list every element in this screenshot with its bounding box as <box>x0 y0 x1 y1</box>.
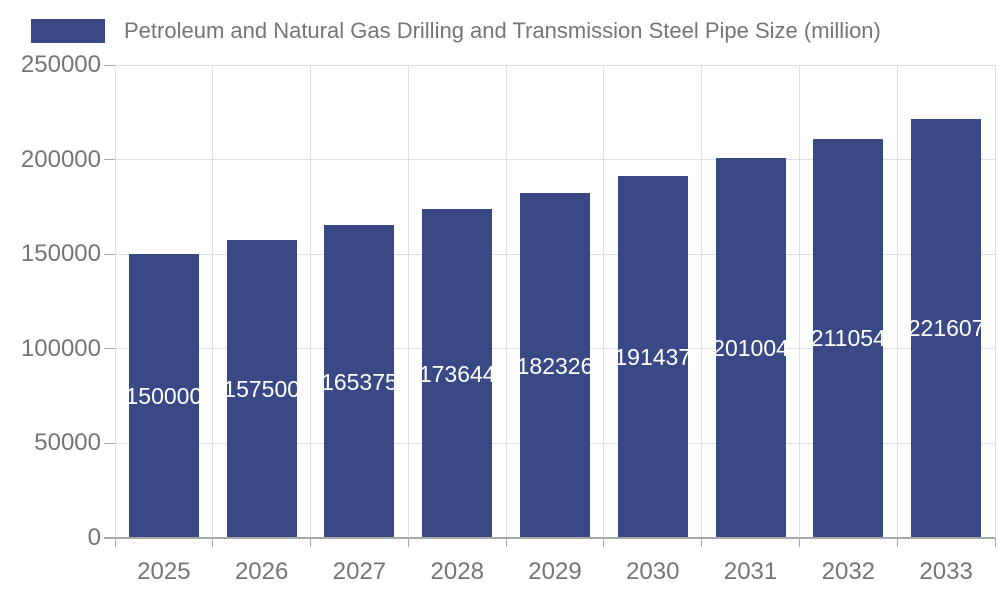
x-axis-tick <box>114 538 116 547</box>
y-tick-label: 250000 <box>20 51 101 78</box>
bar-value-label: 150000 <box>125 383 203 410</box>
x-axis-tick <box>994 538 996 547</box>
x-gridline <box>114 65 116 538</box>
x-axis-tick <box>603 538 605 547</box>
x-tick-label: 2025 <box>137 558 191 585</box>
x-gridline <box>994 65 996 538</box>
bar[interactable] <box>226 240 297 538</box>
bar[interactable] <box>324 225 395 538</box>
legend-swatch <box>31 19 105 43</box>
y-axis-tick <box>104 64 115 66</box>
bar[interactable] <box>617 175 688 538</box>
x-gridline <box>407 65 409 538</box>
x-tick-label: 2026 <box>234 558 289 585</box>
x-axis-tick <box>798 538 800 547</box>
legend[interactable]: Petroleum and Natural Gas Drilling and T… <box>31 19 881 43</box>
x-gridline <box>798 65 800 538</box>
plot-area: 150000 157500 165375 173644 182326 191437 2010… <box>114 64 996 538</box>
y-gridline <box>115 64 995 66</box>
bar-value-label: 173644 <box>418 360 496 387</box>
x-axis-tick <box>407 538 409 547</box>
x-axis-tick <box>701 538 703 547</box>
bar-value-label: 191437 <box>614 343 692 370</box>
bar-value-label: 165375 <box>321 368 398 395</box>
bar-value-label: 157500 <box>223 376 301 402</box>
x-gridline <box>701 65 703 538</box>
y-tick-label: 150000 <box>20 240 101 268</box>
bar-value-label: 182326 <box>516 352 594 379</box>
x-tick-label: 2032 <box>821 558 876 585</box>
bar-value-label: 221607 <box>907 315 985 342</box>
y-axis-tick <box>104 442 115 444</box>
x-axis-tick <box>505 538 507 547</box>
bar[interactable] <box>715 157 786 538</box>
bar-value-label: 201004 <box>712 334 789 361</box>
bar[interactable] <box>520 193 590 538</box>
y-axis-tick <box>104 348 115 350</box>
x-tick-label: 2029 <box>528 558 582 585</box>
x-axis-tick <box>310 538 312 547</box>
bar[interactable] <box>128 254 199 538</box>
y-axis-tick <box>104 159 115 161</box>
bar[interactable] <box>813 138 884 538</box>
y-tick-label: 50000 <box>34 429 101 457</box>
x-axis-line <box>104 537 995 539</box>
x-axis-tick <box>896 538 898 547</box>
legend-label: Petroleum and Natural Gas Drilling and T… <box>124 18 881 43</box>
x-gridline <box>603 65 605 538</box>
x-gridline <box>310 65 312 538</box>
bar[interactable] <box>911 118 982 538</box>
x-tick-label: 2027 <box>332 558 387 585</box>
bar[interactable] <box>422 209 493 538</box>
x-gridline <box>896 65 898 538</box>
x-axis-tick <box>212 538 214 547</box>
y-tick-label: 200000 <box>20 145 101 173</box>
x-gridline <box>212 65 214 538</box>
y-tick-label: 0 <box>87 524 101 551</box>
x-tick-label: 2028 <box>430 558 484 585</box>
x-tick-label: 2033 <box>919 558 973 585</box>
bar-value-label: 211054 <box>810 325 886 352</box>
x-tick-label: 2030 <box>626 558 680 585</box>
y-gridline <box>115 159 995 161</box>
y-axis-tick <box>104 253 115 255</box>
x-tick-label: 2031 <box>723 558 778 585</box>
y-tick-label: 100000 <box>20 334 101 362</box>
x-gridline <box>505 65 507 538</box>
